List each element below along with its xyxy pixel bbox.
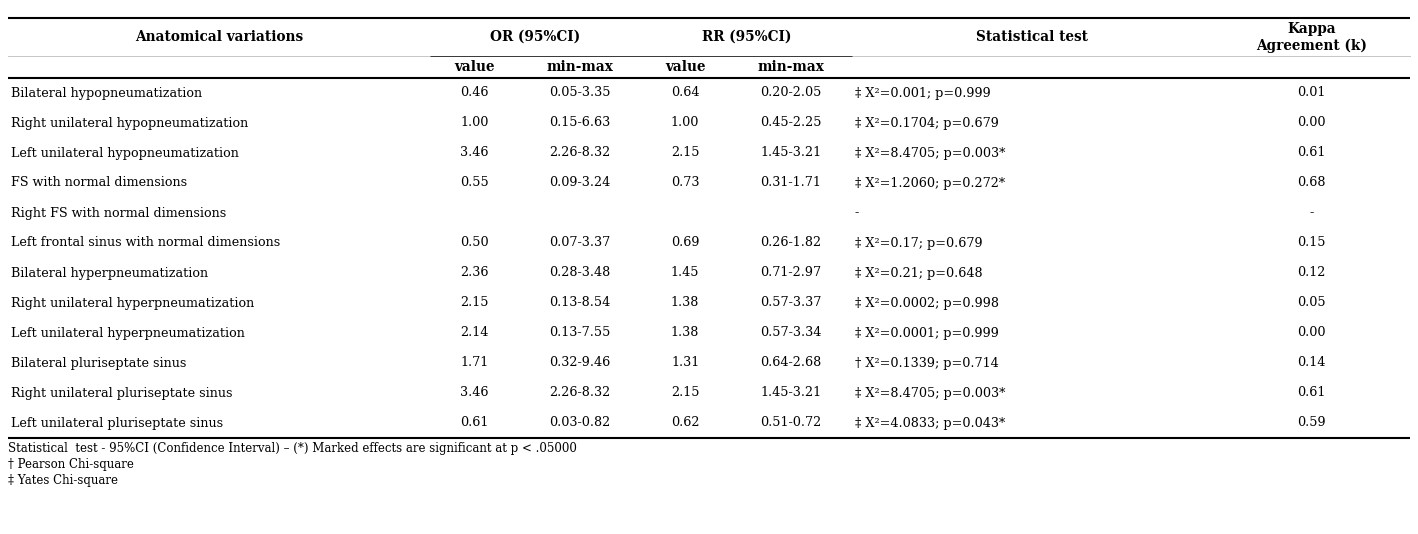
Text: 0.05: 0.05: [1297, 296, 1326, 310]
Text: 0.13-8.54: 0.13-8.54: [549, 296, 610, 310]
Text: † Pearson Chi-square: † Pearson Chi-square: [9, 458, 133, 471]
Text: 1.45-3.21: 1.45-3.21: [760, 146, 821, 160]
Text: 0.05-3.35: 0.05-3.35: [549, 87, 610, 99]
Text: OR (95%CI): OR (95%CI): [491, 30, 580, 44]
Text: -: -: [855, 207, 859, 219]
Text: Agreement (k): Agreement (k): [1256, 38, 1367, 52]
Text: ‡ X²=4.0833; p=0.043*: ‡ X²=4.0833; p=0.043*: [855, 417, 1005, 429]
Text: 0.59: 0.59: [1297, 417, 1326, 429]
Text: 0.69: 0.69: [671, 237, 699, 249]
Text: 0.07-3.37: 0.07-3.37: [549, 237, 610, 249]
Text: 1.00: 1.00: [671, 116, 699, 130]
Text: 2.26-8.32: 2.26-8.32: [549, 387, 610, 399]
Text: Left unilateral pluriseptate sinus: Left unilateral pluriseptate sinus: [11, 417, 223, 429]
Text: 0.71-2.97: 0.71-2.97: [760, 266, 821, 279]
Text: 0.68: 0.68: [1297, 177, 1326, 190]
Text: 3.46: 3.46: [459, 387, 488, 399]
Text: ‡ X²=8.4705; p=0.003*: ‡ X²=8.4705; p=0.003*: [855, 387, 1005, 399]
Text: 0.31-1.71: 0.31-1.71: [760, 177, 821, 190]
Text: ‡ X²=0.21; p=0.648: ‡ X²=0.21; p=0.648: [855, 266, 983, 279]
Text: 1.71: 1.71: [459, 357, 488, 370]
Text: 0.00: 0.00: [1297, 326, 1326, 340]
Text: 1.38: 1.38: [671, 326, 699, 340]
Text: FS with normal dimensions: FS with normal dimensions: [11, 177, 187, 190]
Text: 0.73: 0.73: [671, 177, 699, 190]
Text: value: value: [665, 60, 705, 74]
Text: 0.57-3.37: 0.57-3.37: [760, 296, 821, 310]
Text: Right unilateral hyperpneumatization: Right unilateral hyperpneumatization: [11, 296, 254, 310]
Text: 0.64-2.68: 0.64-2.68: [760, 357, 821, 370]
Text: Statistical  test - 95%CI (Confidence Interval) – (*) Marked effects are signifi: Statistical test - 95%CI (Confidence Int…: [9, 442, 577, 455]
Text: 0.26-1.82: 0.26-1.82: [760, 237, 821, 249]
Text: 0.32-9.46: 0.32-9.46: [549, 357, 610, 370]
Text: ‡ Yates Chi-square: ‡ Yates Chi-square: [9, 474, 118, 487]
Text: 1.38: 1.38: [671, 296, 699, 310]
Text: 2.26-8.32: 2.26-8.32: [549, 146, 610, 160]
Text: ‡ X²=8.4705; p=0.003*: ‡ X²=8.4705; p=0.003*: [855, 146, 1005, 160]
Text: Right FS with normal dimensions: Right FS with normal dimensions: [11, 207, 227, 219]
Text: 0.03-0.82: 0.03-0.82: [549, 417, 610, 429]
Text: 0.61: 0.61: [1297, 146, 1326, 160]
Text: 0.55: 0.55: [459, 177, 489, 190]
Text: 2.14: 2.14: [459, 326, 488, 340]
Text: Left frontal sinus with normal dimensions: Left frontal sinus with normal dimension…: [11, 237, 281, 249]
Text: 2.15: 2.15: [671, 387, 699, 399]
Text: 2.15: 2.15: [671, 146, 699, 160]
Text: 0.45-2.25: 0.45-2.25: [760, 116, 821, 130]
Text: 0.46: 0.46: [459, 87, 488, 99]
Text: Left unilateral hyperpneumatization: Left unilateral hyperpneumatization: [11, 326, 245, 340]
Text: 3.46: 3.46: [459, 146, 488, 160]
Text: 0.15-6.63: 0.15-6.63: [549, 116, 610, 130]
Text: ‡ X²=1.2060; p=0.272*: ‡ X²=1.2060; p=0.272*: [855, 177, 1005, 190]
Text: min-max: min-max: [757, 60, 824, 74]
Text: 0.14: 0.14: [1297, 357, 1326, 370]
Text: Bilateral hyperpneumatization: Bilateral hyperpneumatization: [11, 266, 208, 279]
Text: Bilateral hypopneumatization: Bilateral hypopneumatization: [11, 87, 203, 99]
Text: ‡ X²=0.17; p=0.679: ‡ X²=0.17; p=0.679: [855, 237, 983, 249]
Text: 2.36: 2.36: [459, 266, 488, 279]
Text: 0.09-3.24: 0.09-3.24: [549, 177, 610, 190]
Text: -: -: [1309, 207, 1313, 219]
Text: 0.12: 0.12: [1297, 266, 1326, 279]
Text: 0.00: 0.00: [1297, 116, 1326, 130]
Text: 1.00: 1.00: [459, 116, 488, 130]
Text: 0.13-7.55: 0.13-7.55: [549, 326, 610, 340]
Text: Anatomical variations: Anatomical variations: [135, 30, 303, 44]
Text: ‡ X²=0.1704; p=0.679: ‡ X²=0.1704; p=0.679: [855, 116, 998, 130]
Text: 0.61: 0.61: [1297, 387, 1326, 399]
Text: Statistical test: Statistical test: [976, 30, 1088, 44]
Text: Right unilateral hypopneumatization: Right unilateral hypopneumatization: [11, 116, 248, 130]
Text: † X²=0.1339; p=0.714: † X²=0.1339; p=0.714: [855, 357, 998, 370]
Text: 0.15: 0.15: [1297, 237, 1326, 249]
Text: 1.45: 1.45: [671, 266, 699, 279]
Text: 1.31: 1.31: [671, 357, 699, 370]
Text: value: value: [454, 60, 495, 74]
Text: 0.57-3.34: 0.57-3.34: [760, 326, 821, 340]
Text: Left unilateral hypopneumatization: Left unilateral hypopneumatization: [11, 146, 238, 160]
Text: min-max: min-max: [546, 60, 613, 74]
Text: 0.01: 0.01: [1297, 87, 1326, 99]
Text: RR (95%CI): RR (95%CI): [702, 30, 791, 44]
Text: ‡ X²=0.0001; p=0.999: ‡ X²=0.0001; p=0.999: [855, 326, 998, 340]
Text: ‡ X²=0.001; p=0.999: ‡ X²=0.001; p=0.999: [855, 87, 991, 99]
Text: 0.28-3.48: 0.28-3.48: [549, 266, 610, 279]
Text: 0.61: 0.61: [459, 417, 488, 429]
Text: 0.64: 0.64: [671, 87, 699, 99]
Text: Kappa: Kappa: [1288, 22, 1336, 36]
Text: Bilateral pluriseptate sinus: Bilateral pluriseptate sinus: [11, 357, 186, 370]
Text: ‡ X²=0.0002; p=0.998: ‡ X²=0.0002; p=0.998: [855, 296, 998, 310]
Text: 2.15: 2.15: [459, 296, 488, 310]
Text: Right unilateral pluriseptate sinus: Right unilateral pluriseptate sinus: [11, 387, 233, 399]
Text: 0.62: 0.62: [671, 417, 699, 429]
Text: 0.20-2.05: 0.20-2.05: [760, 87, 821, 99]
Text: 0.51-0.72: 0.51-0.72: [760, 417, 821, 429]
Text: 1.45-3.21: 1.45-3.21: [760, 387, 821, 399]
Text: 0.50: 0.50: [459, 237, 489, 249]
